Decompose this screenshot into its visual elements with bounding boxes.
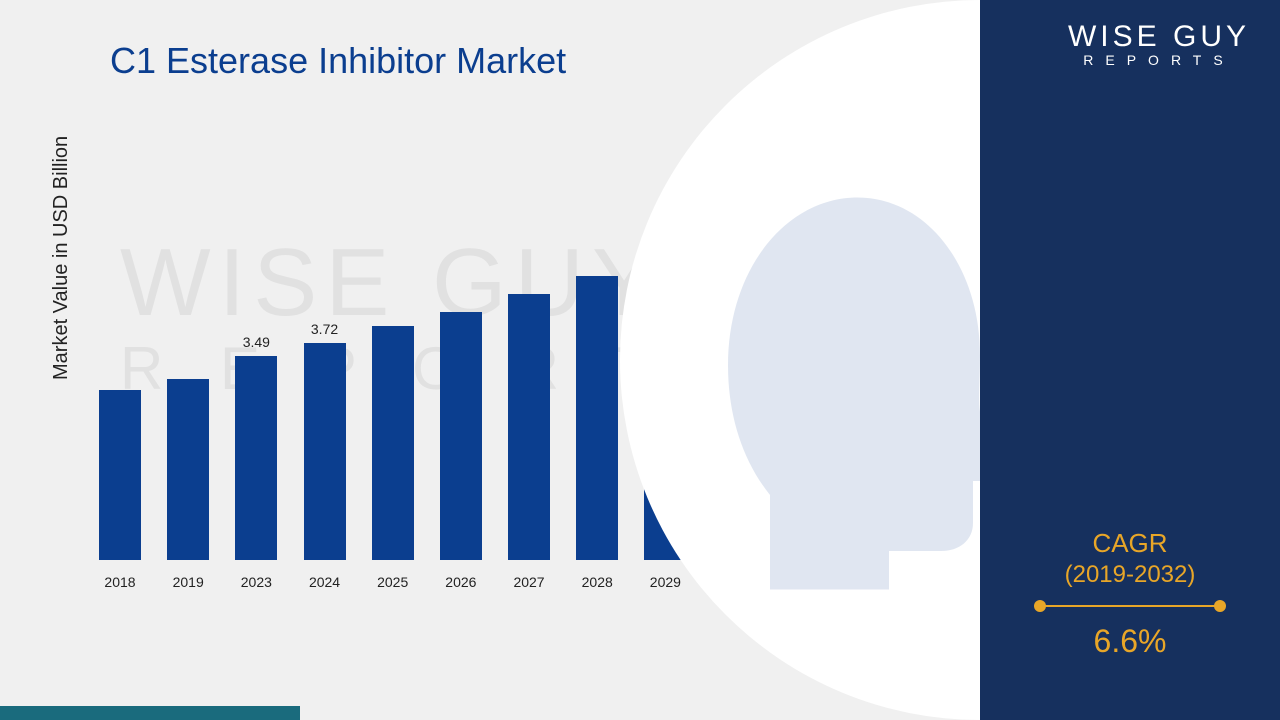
bar-wrap bbox=[158, 357, 218, 560]
bar bbox=[508, 294, 550, 560]
bar-wrap: 3.72 bbox=[295, 321, 355, 560]
bar-value-label: 3.72 bbox=[311, 321, 338, 339]
cagr-divider-line bbox=[1040, 605, 1220, 607]
cagr-block: CAGR (2019-2032) 6.6% bbox=[1040, 528, 1220, 660]
x-axis-label: 2026 bbox=[431, 574, 491, 590]
x-axis-label: 2018 bbox=[90, 574, 150, 590]
bottom-accent-bar bbox=[0, 706, 300, 720]
bar-wrap bbox=[90, 368, 150, 560]
y-axis-label: Market Value in USD Billion bbox=[50, 136, 73, 380]
bar-value-label: 3.49 bbox=[243, 334, 270, 352]
bar-wrap bbox=[363, 304, 423, 560]
bar-wrap bbox=[499, 272, 559, 560]
x-axis-label: 2023 bbox=[226, 574, 286, 590]
bar bbox=[99, 390, 141, 560]
x-axis-label: 2028 bbox=[567, 574, 627, 590]
logo-line1: WISE GUY bbox=[1068, 20, 1250, 54]
bar bbox=[167, 379, 209, 560]
cagr-years: (2019-2032) bbox=[1040, 561, 1220, 589]
x-axis-label: 2029 bbox=[635, 574, 695, 590]
x-axis-label: 2024 bbox=[295, 574, 355, 590]
brand-logo: WISE GUY REPORTS bbox=[1068, 20, 1250, 68]
bar-wrap: 3.49 bbox=[226, 334, 286, 560]
x-axis-label: 2027 bbox=[499, 574, 559, 590]
logo-line2: REPORTS bbox=[1068, 52, 1250, 68]
bar bbox=[372, 326, 414, 560]
bar bbox=[576, 276, 618, 560]
page-root: WISE GUY R E P O R T S C1 Esterase Inhib… bbox=[0, 0, 1280, 720]
bar bbox=[440, 312, 482, 560]
cagr-title: CAGR bbox=[1040, 528, 1220, 559]
bar bbox=[235, 356, 277, 560]
x-axis-label: 2019 bbox=[158, 574, 218, 590]
chart-title: C1 Esterase Inhibitor Market bbox=[110, 40, 566, 82]
cagr-value: 6.6% bbox=[1040, 623, 1220, 660]
bar-wrap bbox=[431, 290, 491, 560]
bar bbox=[304, 343, 346, 560]
bar-wrap bbox=[567, 254, 627, 560]
x-axis-label: 2025 bbox=[363, 574, 423, 590]
right-panel: WISE GUY REPORTS CAGR (2019-2032) 6.6% bbox=[980, 0, 1280, 720]
